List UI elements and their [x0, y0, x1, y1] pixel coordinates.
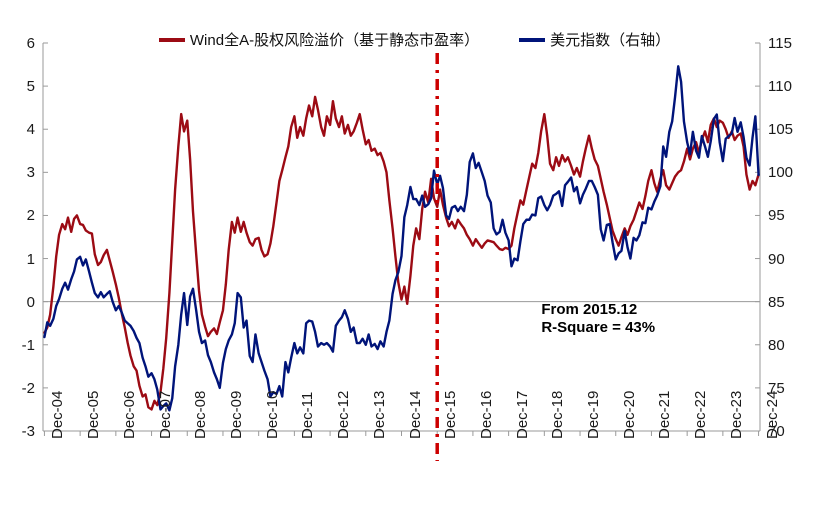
- y-axis-left-tick-label: 5: [26, 78, 35, 96]
- legend-item-erp[interactable]: Wind全A-股权风险溢价（基于静态市盈率）: [158, 31, 480, 49]
- x-axis-tick-label: Dec-15: [442, 390, 460, 439]
- x-axis-tick-label: Dec-16: [477, 390, 495, 439]
- x-axis-tick-label: Dec-09: [227, 390, 245, 439]
- y-axis-left-tick-label: -2: [21, 379, 35, 397]
- y-axis-left-tick-label: 0: [26, 293, 35, 311]
- y-axis-left-tick-label: -1: [21, 336, 35, 354]
- chart-legend: Wind全A-股权风险溢价（基于静态市盈率） 美元指数（右轴）: [0, 28, 829, 52]
- y-axis-right-tick-label: 80: [768, 336, 785, 354]
- y-axis-right-tick-label: 70: [768, 423, 785, 440]
- y-axis-right-tick-label: 115: [768, 35, 792, 52]
- legend-label: 美元指数（右轴）: [550, 31, 671, 49]
- x-axis-tick-label: Dec-06: [120, 390, 138, 439]
- x-axis-tick-label: Dec-20: [620, 390, 638, 439]
- y-axis-right-tick-label: 105: [768, 121, 794, 139]
- x-axis-tick-label: Dec-22: [692, 390, 710, 439]
- y-axis-left-tick-label: 2: [26, 207, 35, 225]
- regression-note-line2: R-Square = 43%: [541, 318, 656, 336]
- x-axis-tick-label: Dec-19: [585, 390, 603, 439]
- regression-note-line1: From 2015.12: [541, 301, 638, 319]
- y-axis-right-tick-label: 85: [768, 293, 785, 311]
- x-axis-tick-label: Dec-08: [192, 390, 210, 439]
- x-axis-tick-label: Dec-13: [370, 390, 388, 439]
- legend-label: Wind全A-股权风险溢价（基于静态市盈率）: [189, 31, 480, 49]
- x-axis-tick-label: Dec-23: [727, 390, 745, 439]
- x-axis-tick-label: Dec-10: [263, 390, 281, 439]
- y-axis-left-tick-label: -3: [21, 423, 35, 440]
- x-axis-tick-label: Dec-11: [299, 391, 317, 439]
- y-axis-left-tick-label: 1: [26, 250, 35, 268]
- x-axis-tick-label: Dec-21: [656, 390, 674, 439]
- legend-item-usd-index[interactable]: 美元指数（右轴）: [519, 33, 670, 48]
- x-axis-tick-label: Dec-24: [763, 390, 781, 439]
- x-axis-tick-label: Dec-14: [406, 390, 424, 439]
- x-axis-tick-label: Dec-17: [513, 390, 531, 439]
- y-axis-right-tick-label: 100: [768, 164, 794, 182]
- legend-swatch-icon: [158, 38, 185, 42]
- y-axis-right-tick-label: 75: [768, 379, 785, 397]
- x-axis-tick-label: Dec-18: [549, 390, 567, 439]
- y-axis-right-tick-label: 90: [768, 250, 785, 268]
- y-axis-left-tick-label: 4: [26, 121, 35, 139]
- legend-swatch-icon: [519, 38, 546, 42]
- x-axis-tick-label: Dec-05: [85, 390, 103, 439]
- y-axis-right-tick-label: 110: [768, 78, 792, 96]
- x-axis-tick-label: Dec-04: [49, 390, 67, 439]
- y-axis-left-tick-label: 3: [26, 164, 35, 182]
- x-axis-tick-label: Dec-12: [335, 390, 353, 439]
- y-axis-right-tick-label: 95: [768, 207, 785, 225]
- y-axis-left-tick-label: 6: [26, 35, 35, 52]
- x-axis-tick-label: Dec-07: [156, 390, 174, 439]
